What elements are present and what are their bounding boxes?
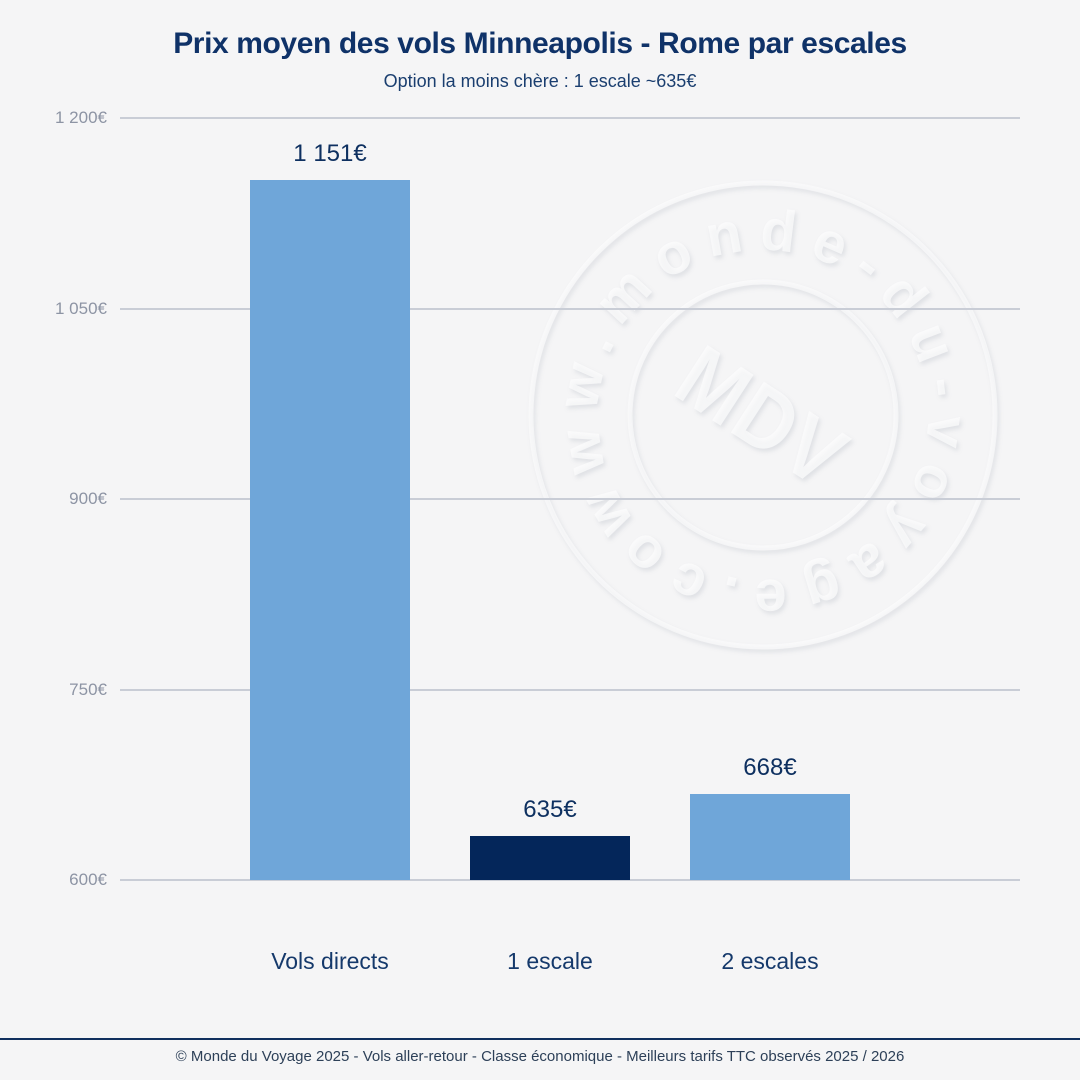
gridline (120, 498, 1020, 500)
x-axis-category-label: Vols directs (271, 948, 389, 974)
bar-value-label: 635€ (523, 795, 577, 823)
x-axis-category-label: 2 escales (721, 948, 819, 974)
y-axis-tick-label: 750€ (69, 679, 107, 699)
y-axis-tick-label: 1 200€ (55, 108, 107, 127)
footer-divider (0, 1038, 1080, 1040)
bar-value-label: 668€ (743, 753, 797, 781)
bar-1-escale: 635€ (470, 796, 630, 880)
bar-value-label: 1 151€ (293, 140, 367, 168)
y-axis-tick-label: 1 050€ (55, 298, 107, 318)
bar-2-escales: 668€ (690, 754, 850, 880)
footer-text: © Monde du Voyage 2025 - Vols aller-reto… (175, 1048, 905, 1065)
gridline (120, 688, 1020, 691)
x-axis-category-label: 1 escale (507, 948, 593, 974)
y-axis-tick-label: 900€ (69, 489, 107, 508)
page-title: Prix moyen des vols Minneapolis - Rome p… (173, 27, 907, 60)
bar-vols-directs: 1 151€ (250, 140, 410, 880)
header: Prix moyen des vols Minneapolis - Rome p… (0, 0, 1080, 92)
page-subtitle: Option la moins chère : 1 escale ~635€ (383, 71, 697, 91)
y-axis-tick-label: 600€ (69, 870, 107, 889)
gridline (120, 117, 1020, 119)
gridline (120, 307, 1020, 310)
gridline (120, 879, 1020, 881)
